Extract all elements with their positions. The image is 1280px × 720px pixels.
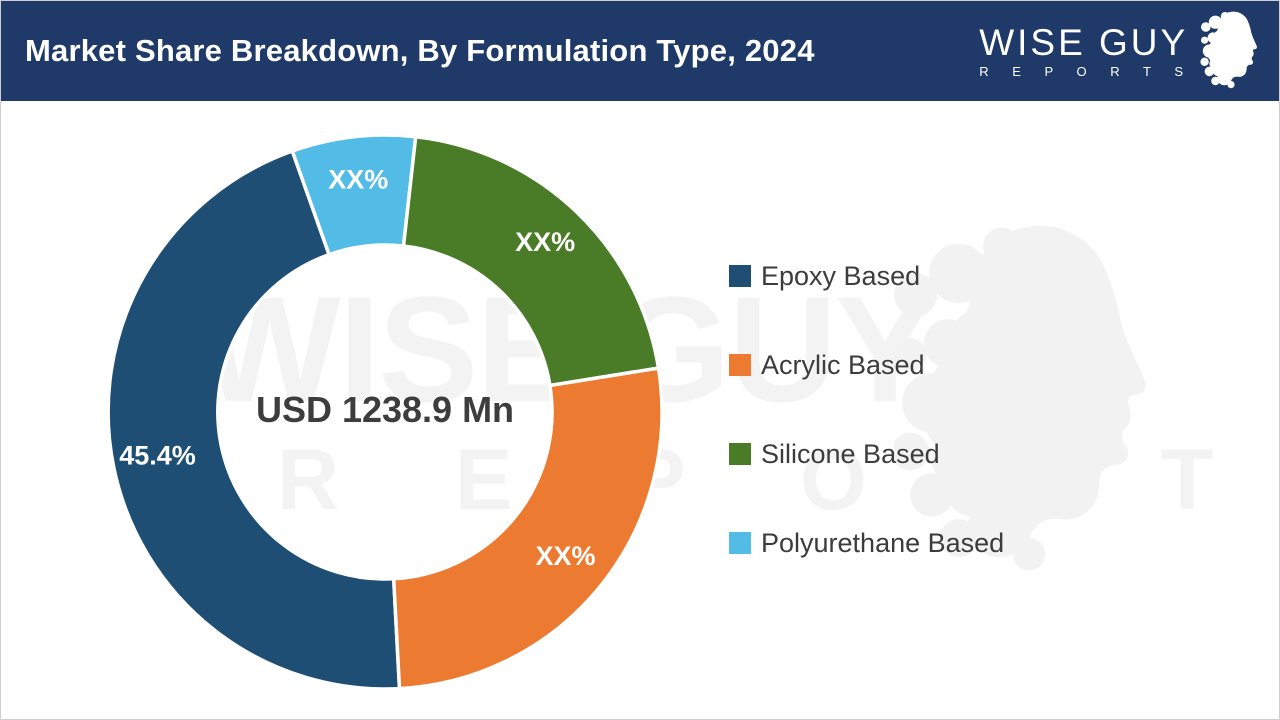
donut-segment-epoxy-based bbox=[106, 149, 402, 691]
donut-chart: 45.4% XX% XX% XX% bbox=[106, 133, 664, 691]
segment-label: XX% bbox=[515, 227, 575, 257]
legend-item-polyurethane: Polyurethane Based bbox=[729, 528, 1005, 558]
donut-segment-silicone-based bbox=[401, 134, 661, 388]
brand-name: WISE GUY bbox=[979, 22, 1189, 63]
watermark-face-icon bbox=[894, 225, 1146, 571]
legend-swatch-acrylic bbox=[729, 354, 751, 376]
legend-item-acrylic: Acrylic Based bbox=[729, 350, 1004, 380]
segment-label: XX% bbox=[328, 165, 388, 195]
legend-label-acrylic: Acrylic Based bbox=[761, 350, 925, 380]
legend-swatch-polyurethane bbox=[729, 532, 751, 554]
header-bar: Market Share Breakdown, By Formulation T… bbox=[1, 1, 1279, 101]
chart-legend: Epoxy Based Acrylic Based Silicone Based… bbox=[729, 261, 1005, 558]
chart-center-value: USD 1238.9 Mn bbox=[255, 389, 515, 430]
legend-swatch-epoxy bbox=[729, 265, 751, 287]
brand-subname: R E P O R T S bbox=[979, 64, 1193, 79]
segment-label: XX% bbox=[535, 541, 595, 571]
legend-swatch-silicone bbox=[729, 443, 751, 465]
brand-logo-text: WISE GUY R E P O R T S bbox=[979, 24, 1193, 78]
page-title: Market Share Breakdown, By Formulation T… bbox=[25, 33, 815, 68]
legend-item-silicone: Silicone Based bbox=[729, 439, 1004, 469]
segment-label: 45.4% bbox=[119, 441, 196, 471]
face-profile-icon bbox=[1200, 11, 1257, 89]
legend-item-epoxy: Epoxy Based bbox=[729, 261, 1004, 291]
legend-label-silicone: Silicone Based bbox=[761, 439, 940, 469]
legend-label-epoxy: Epoxy Based bbox=[761, 261, 921, 291]
legend-label-polyurethane: Polyurethane Based bbox=[761, 528, 1005, 558]
donut-segment-acrylic-based bbox=[391, 366, 664, 691]
brand-logo: WISE GUY R E P O R T S bbox=[979, 9, 1263, 93]
